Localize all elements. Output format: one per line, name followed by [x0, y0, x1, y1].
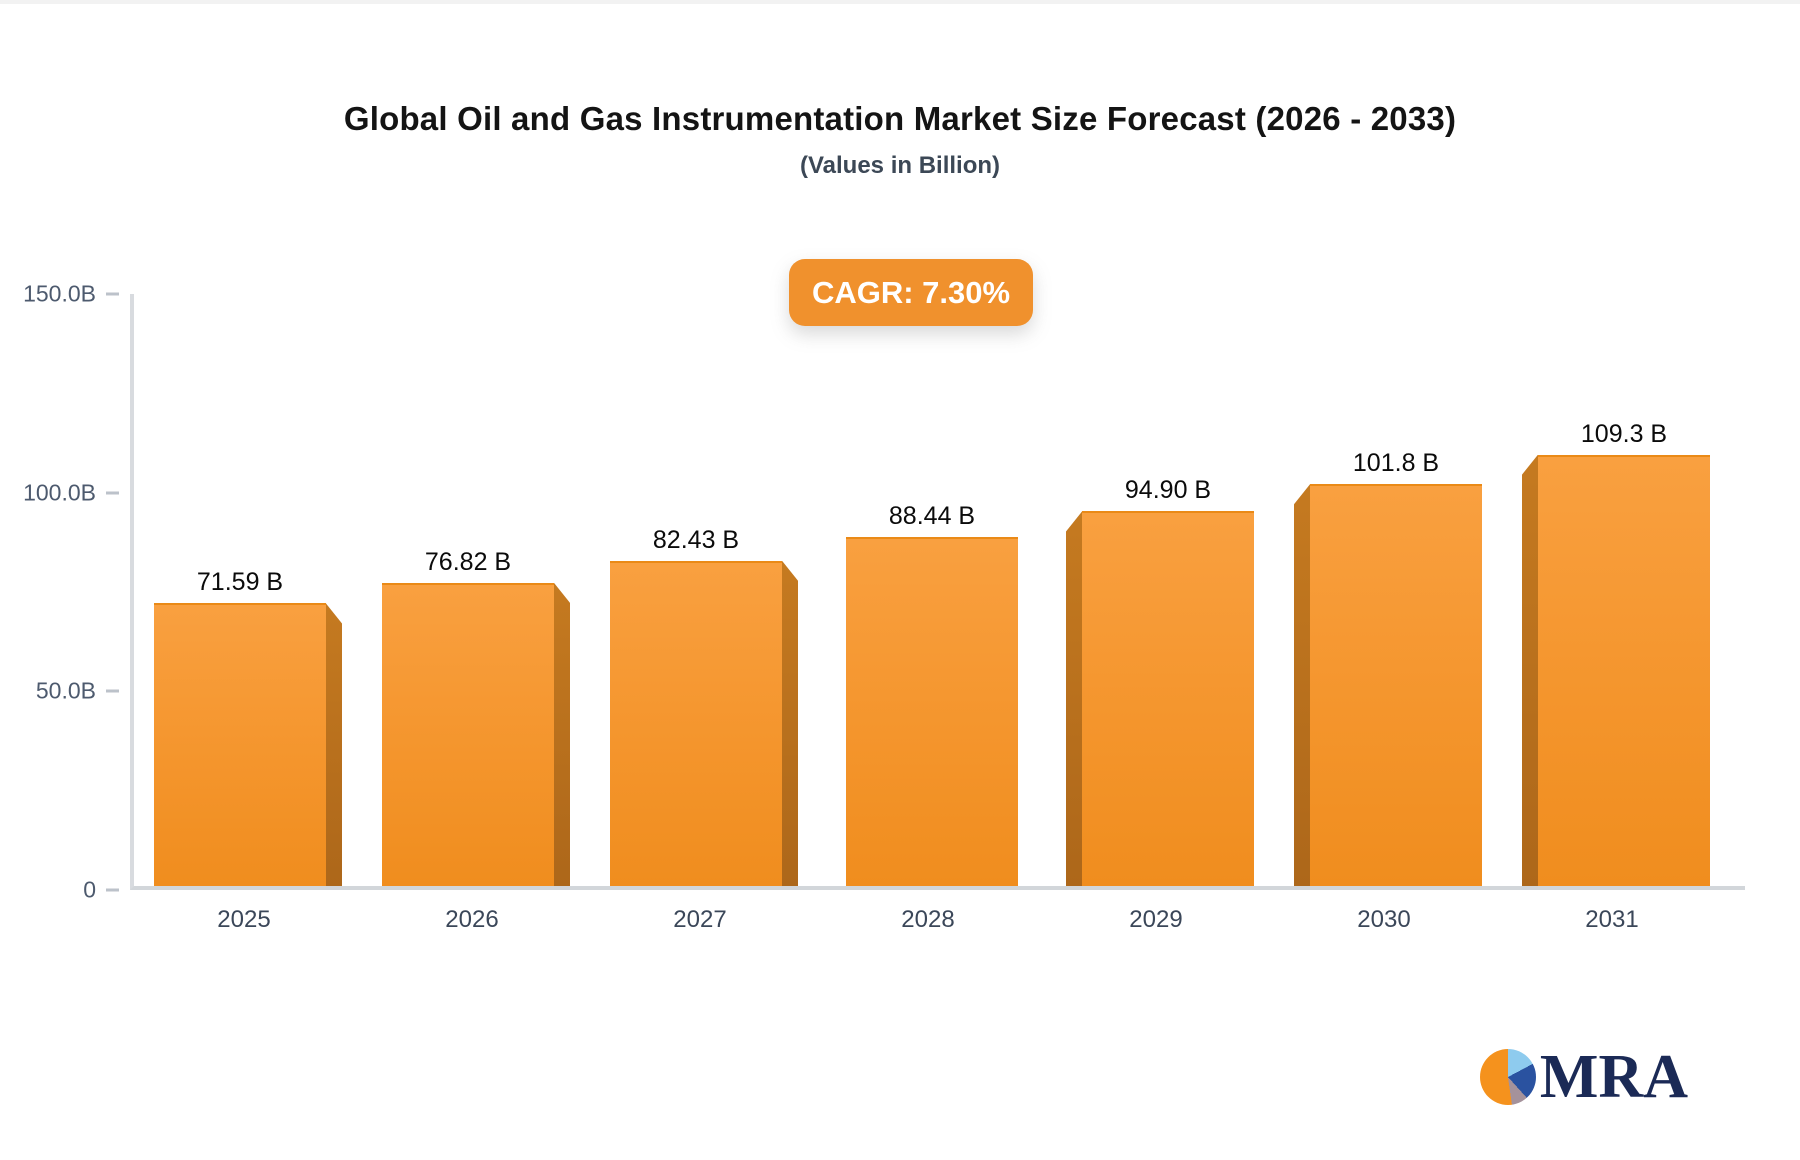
bar-3d-side [554, 582, 570, 886]
bar-face: 109.3 B [1538, 420, 1710, 886]
bar-value-label: 94.90 B [1124, 476, 1212, 505]
bar-band-2030: 101.8 B [1274, 294, 1502, 886]
bar-band-2028: 88.44 B [818, 294, 1046, 886]
chart-subtitle: (Values in Billion) [799, 152, 1001, 179]
bar-face: 82.43 B [610, 526, 782, 886]
y-tick: 0 [16, 877, 126, 904]
bar-2027: 82.43 B [610, 526, 798, 886]
bar-3d-side [1066, 511, 1082, 886]
bar-2028: 88.44 B [846, 502, 1018, 886]
bar-2026: 76.82 B [382, 548, 570, 886]
bar-band-2029: 94.90 B [1046, 294, 1274, 886]
y-axis: 150.0B 100.0B 50.0B 0 [0, 281, 126, 903]
mra-logo-text: MRA [1539, 1043, 1688, 1111]
x-axis-label: 2031 [1585, 906, 1639, 933]
bar-face: 71.59 B [154, 568, 326, 886]
bar-value-label: 101.8 B [1352, 449, 1440, 478]
bar-2029: 94.90 B [1066, 476, 1254, 886]
page-title: Global Oil and Gas Instrumentation Marke… [343, 100, 1457, 137]
bar-band-2025: 71.59 B [134, 294, 362, 886]
mra-pie-logo-icon [1479, 1049, 1536, 1105]
bar-band-2026: 76.82 B [362, 294, 590, 886]
y-tick: 150.0B [16, 281, 126, 308]
x-axis-label: 2030 [1357, 906, 1411, 933]
x-axis-label: 2029 [1129, 906, 1183, 933]
x-axis-label: 2027 [673, 906, 727, 933]
y-tick-label: 50.0B [35, 677, 96, 704]
bar-3d-side [1522, 454, 1538, 886]
bar-value-label: 76.82 B [424, 547, 512, 576]
x-axis: 2025 2026 2027 2028 2029 2030 2031 [130, 906, 1726, 934]
bars-row: 71.59 B 76.82 B 82.43 B [134, 294, 1730, 886]
bar-3d-side [782, 560, 798, 886]
bar-2030: 101.8 B [1294, 449, 1482, 886]
bar-face: 76.82 B [382, 548, 554, 886]
mra-logo: MRA [1479, 1043, 1688, 1111]
y-tick-dash-icon [106, 689, 119, 693]
cagr-badge: CAGR: 7.30% [789, 259, 1033, 326]
y-tick-dash-icon [106, 888, 119, 892]
x-axis-label: 2025 [217, 906, 271, 933]
y-tick-dash-icon [106, 292, 119, 296]
y-tick-label: 0 [83, 876, 96, 903]
bar-3d-side [1294, 484, 1310, 886]
y-tick-label: 100.0B [23, 479, 96, 506]
bar-face: 88.44 B [846, 502, 1018, 886]
bar-value-label: 71.59 B [196, 568, 284, 597]
y-tick-dash-icon [106, 491, 119, 495]
plot-area: 71.59 B 76.82 B 82.43 B [130, 294, 1745, 890]
bar-face: 101.8 B [1310, 449, 1482, 886]
bar-value-label: 82.43 B [652, 525, 740, 554]
y-tick: 50.0B [16, 678, 126, 705]
bar-3d-side [326, 603, 342, 886]
y-tick-label: 150.0B [23, 280, 96, 307]
x-axis-label: 2026 [445, 906, 499, 933]
bar-value-label: 88.44 B [888, 501, 976, 530]
x-axis-label: 2028 [901, 906, 955, 933]
cagr-badge-label: CAGR: 7.30% [811, 274, 1011, 310]
bar-band-2031: 109.3 B [1502, 294, 1730, 886]
bar-2031: 109.3 B [1522, 420, 1710, 886]
bar-2025: 71.59 B [154, 568, 342, 886]
bar-value-label: 109.3 B [1580, 419, 1668, 448]
bar-band-2027: 82.43 B [590, 294, 818, 886]
y-tick: 100.0B [16, 479, 126, 506]
bar-face: 94.90 B [1082, 476, 1254, 886]
